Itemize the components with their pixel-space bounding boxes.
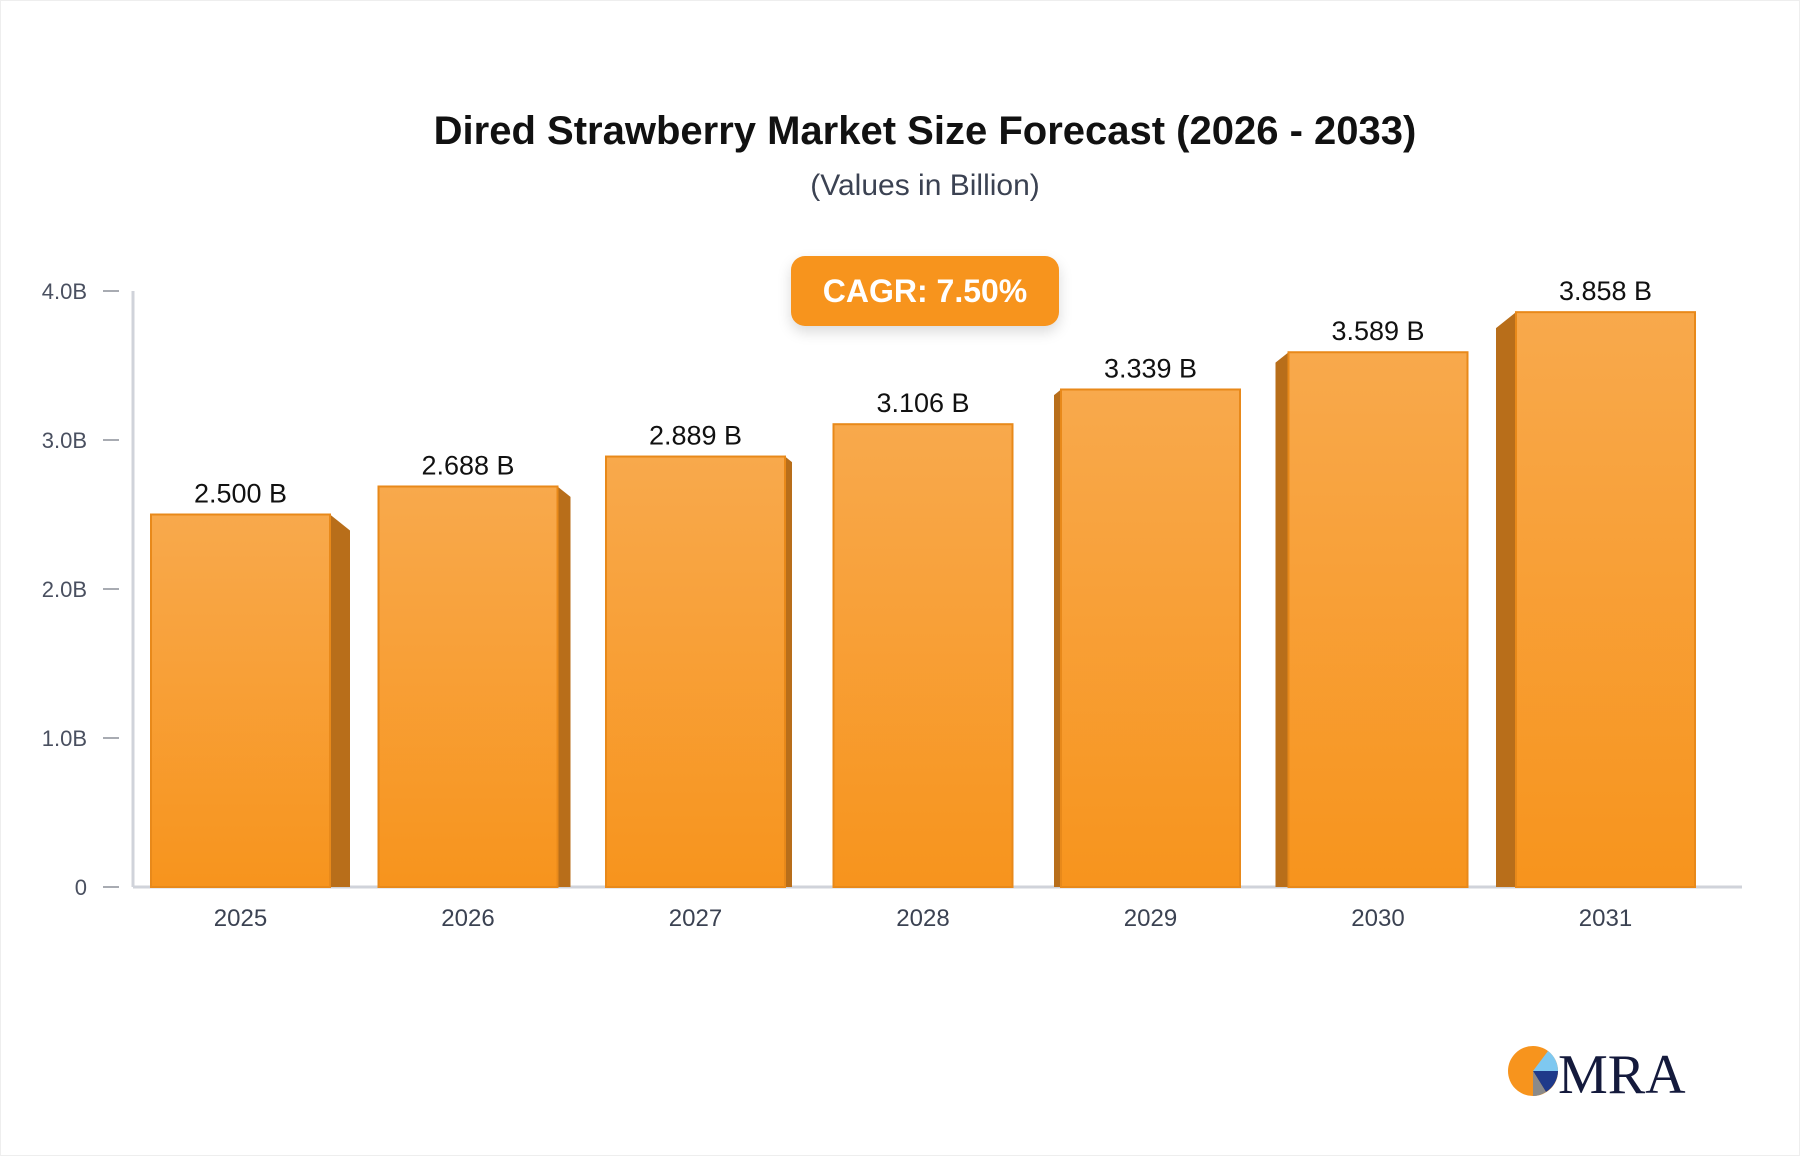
- bar: [605, 455, 786, 888]
- y-tick-label: 0: [75, 875, 87, 900]
- x-tick-label: 2029: [1124, 905, 1177, 932]
- data-label: 2.889 B: [649, 421, 742, 451]
- cagr-badge: CAGR: 7.50%: [791, 256, 1059, 326]
- y-tick-label: 2.0B: [42, 577, 87, 602]
- data-label: 3.339 B: [1104, 353, 1197, 383]
- x-tick-label: 2031: [1579, 905, 1632, 932]
- bar-side: [785, 456, 792, 887]
- mra-logo: MRA: [1508, 1044, 1686, 1099]
- svg-text:MRA: MRA: [1558, 1044, 1686, 1099]
- chart-subtitle: (Values in Billion): [810, 169, 1040, 202]
- bar: [1287, 351, 1469, 888]
- data-label: 3.106 B: [876, 388, 969, 418]
- data-label: 3.589 B: [1331, 316, 1424, 346]
- bar: [377, 485, 559, 888]
- bar: [832, 423, 1014, 888]
- data-label: 2.500 B: [194, 479, 287, 509]
- bar-side: [1275, 352, 1289, 887]
- data-label: 3.858 B: [1559, 276, 1652, 306]
- data-label: 2.688 B: [421, 450, 514, 480]
- x-tick-label: 2025: [214, 905, 267, 932]
- y-tick-label: 4.0B: [42, 279, 87, 304]
- x-tick-label: 2028: [896, 905, 949, 932]
- y-tick-label: 3.0B: [42, 428, 87, 453]
- bar: [150, 513, 331, 888]
- bar: [1515, 311, 1696, 888]
- x-tick-label: 2026: [441, 905, 494, 932]
- bar-side: [330, 514, 350, 887]
- chart-title: Dired Strawberry Market Size Forecast (2…: [433, 109, 1417, 153]
- bar-side: [1496, 312, 1516, 888]
- bar: [1060, 388, 1241, 888]
- bar-side: [1054, 389, 1061, 887]
- bar-side: [557, 486, 571, 887]
- y-tick-label: 1.0B: [42, 726, 87, 751]
- x-tick-label: 2030: [1351, 905, 1404, 932]
- x-tick-label: 2027: [669, 905, 722, 932]
